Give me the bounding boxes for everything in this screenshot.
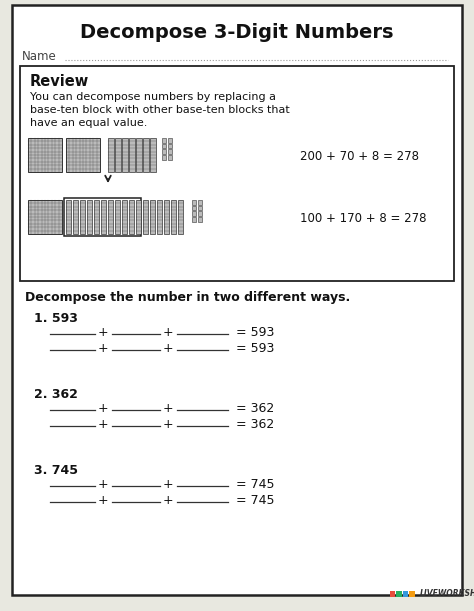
Bar — [198, 206, 202, 210]
Bar — [87, 200, 92, 234]
Bar — [178, 200, 183, 234]
Bar — [396, 591, 402, 596]
Text: = 745: = 745 — [236, 494, 274, 507]
Text: +: + — [98, 342, 109, 354]
Text: You can decompose numbers by replacing a: You can decompose numbers by replacing a — [30, 92, 276, 102]
Text: 100 + 170 + 8 = 278: 100 + 170 + 8 = 278 — [300, 211, 427, 224]
Bar — [66, 200, 72, 234]
Text: 2. 362: 2. 362 — [34, 387, 78, 400]
Text: +: + — [163, 494, 173, 507]
Bar — [28, 138, 62, 172]
Bar — [150, 200, 155, 234]
Bar — [162, 150, 166, 154]
Bar — [115, 200, 120, 234]
Text: have an equal value.: have an equal value. — [30, 118, 147, 128]
Bar — [143, 200, 148, 234]
Text: Name: Name — [22, 49, 57, 62]
Bar — [122, 200, 128, 234]
Bar — [94, 200, 100, 234]
Bar — [192, 217, 197, 222]
Bar — [390, 591, 395, 596]
Bar — [115, 138, 121, 172]
Bar — [192, 206, 197, 210]
Text: 200 + 70 + 8 = 278: 200 + 70 + 8 = 278 — [300, 150, 419, 164]
Bar — [150, 138, 156, 172]
Text: base-ten block with other base-ten blocks that: base-ten block with other base-ten block… — [30, 105, 290, 115]
Bar — [168, 155, 172, 159]
Text: +: + — [98, 326, 109, 338]
Bar — [403, 591, 409, 596]
Bar — [101, 200, 107, 234]
Text: = 593: = 593 — [236, 326, 274, 338]
Text: 1. 593: 1. 593 — [34, 312, 78, 324]
Bar — [66, 138, 100, 172]
Bar — [162, 138, 166, 142]
Bar — [168, 138, 172, 142]
Bar — [129, 138, 135, 172]
Bar — [129, 200, 135, 234]
Bar — [108, 200, 113, 234]
Bar — [192, 211, 197, 216]
Bar — [136, 138, 142, 172]
Bar — [108, 138, 114, 172]
Text: Decompose 3-Digit Numbers: Decompose 3-Digit Numbers — [80, 23, 394, 42]
Bar — [198, 200, 202, 205]
Bar — [162, 144, 166, 148]
Bar — [164, 200, 170, 234]
Bar — [20, 66, 454, 281]
Bar — [192, 200, 197, 205]
Text: +: + — [163, 417, 173, 431]
Bar — [168, 144, 172, 148]
Bar — [64, 198, 141, 236]
Bar — [198, 217, 202, 222]
Bar — [410, 591, 415, 596]
Text: = 362: = 362 — [236, 401, 274, 414]
Bar — [80, 200, 85, 234]
Bar — [198, 211, 202, 216]
Text: +: + — [98, 494, 109, 507]
Text: = 593: = 593 — [236, 342, 274, 354]
Bar — [136, 200, 142, 234]
Text: +: + — [98, 417, 109, 431]
Text: 3. 745: 3. 745 — [34, 464, 78, 477]
Text: +: + — [163, 478, 173, 491]
Bar — [143, 138, 149, 172]
Bar — [171, 200, 176, 234]
Bar — [73, 200, 79, 234]
Bar — [28, 200, 62, 234]
Bar — [122, 138, 128, 172]
Bar — [168, 150, 172, 154]
Text: +: + — [98, 401, 109, 414]
Text: LIVEWORKSHEETS: LIVEWORKSHEETS — [420, 590, 474, 599]
Text: Review: Review — [30, 75, 89, 89]
Text: = 362: = 362 — [236, 417, 274, 431]
Text: +: + — [163, 342, 173, 354]
Text: +: + — [163, 401, 173, 414]
Bar — [157, 200, 163, 234]
Text: +: + — [98, 478, 109, 491]
Text: = 745: = 745 — [236, 478, 274, 491]
Text: +: + — [163, 326, 173, 338]
Text: Decompose the number in two different ways.: Decompose the number in two different wa… — [25, 291, 350, 304]
Bar — [162, 155, 166, 159]
